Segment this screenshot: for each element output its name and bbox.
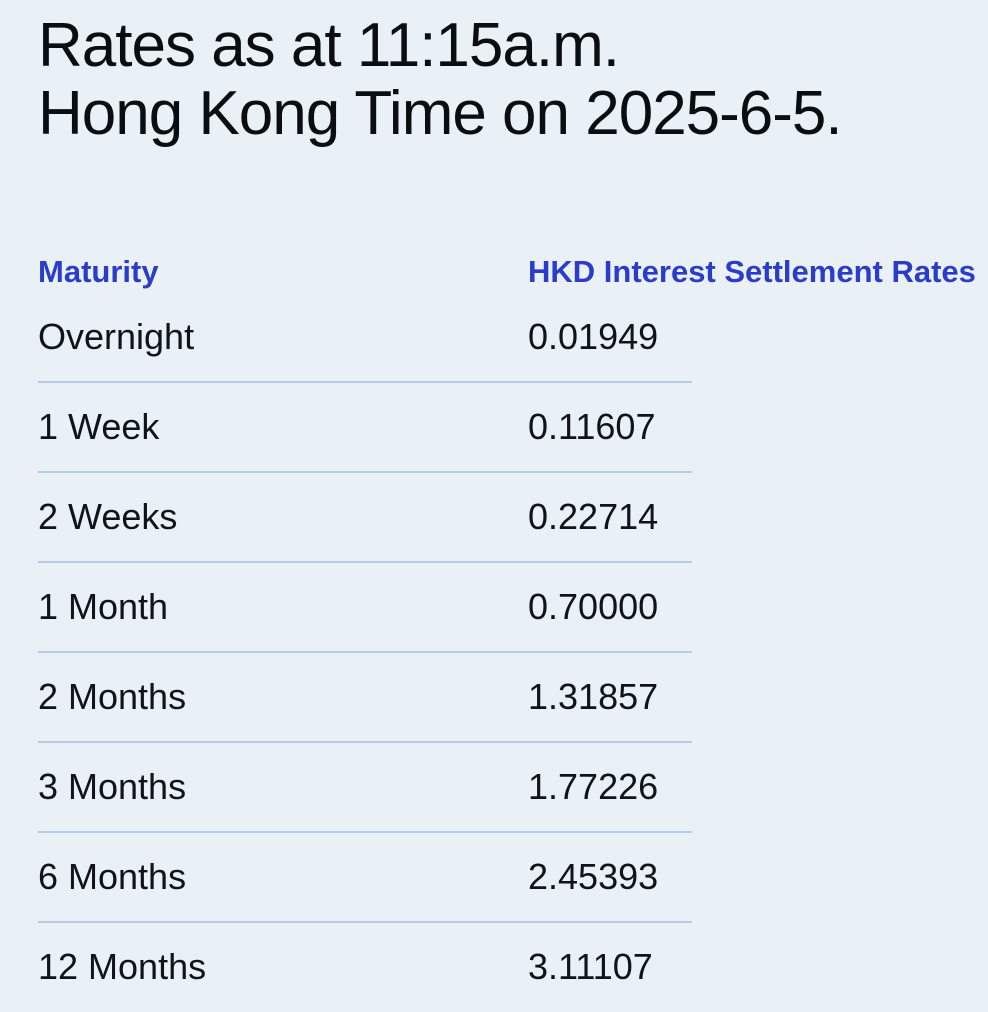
rates-table: Maturity HKD Interest Settlement Rates O…	[38, 254, 976, 1011]
table-row: 3 Months 1.77226	[38, 743, 692, 833]
table-header-row: Maturity HKD Interest Settlement Rates	[38, 254, 976, 289]
table-row: 1 Week 0.11607	[38, 383, 692, 473]
table-row: Overnight 0.01949	[38, 293, 692, 383]
page-title-line1: Rates as at 11:15a.m.	[38, 11, 620, 80]
rate-cell: 2.45393	[528, 856, 659, 897]
maturity-cell: 12 Months	[38, 946, 207, 987]
rates-column-header: HKD Interest Settlement Rates	[528, 254, 976, 289]
table-row: 2 Months 1.31857	[38, 653, 692, 743]
maturity-cell: 1 Week	[38, 406, 160, 447]
maturity-cell: 3 Months	[38, 766, 187, 807]
table-body: Overnight 0.01949 1 Week 0.11607 2 Weeks…	[38, 293, 692, 1011]
table-row: 6 Months 2.45393	[38, 833, 692, 923]
maturity-cell: 2 Weeks	[38, 496, 178, 537]
rate-cell: 0.22714	[528, 496, 659, 537]
maturity-column-header: Maturity	[38, 254, 159, 289]
page-title: Rates as at 11:15a.m. Hong Kong Time on …	[38, 12, 988, 148]
rate-cell: 1.77226	[528, 766, 659, 807]
table-row: 12 Months 3.11107	[38, 923, 692, 1011]
rate-cell: 0.01949	[528, 316, 659, 357]
rate-cell: 0.70000	[528, 586, 659, 627]
page-title-line2: Hong Kong Time on 2025-6-5.	[38, 79, 843, 148]
maturity-cell: Overnight	[38, 316, 195, 357]
table-row: 1 Month 0.70000	[38, 563, 692, 653]
rate-cell: 1.31857	[528, 676, 659, 717]
maturity-cell: 1 Month	[38, 586, 169, 627]
rate-cell: 3.11107	[528, 946, 653, 987]
maturity-cell: 2 Months	[38, 676, 187, 717]
rate-cell: 0.11607	[528, 406, 656, 447]
table-row: 2 Weeks 0.22714	[38, 473, 692, 563]
maturity-cell: 6 Months	[38, 856, 187, 897]
